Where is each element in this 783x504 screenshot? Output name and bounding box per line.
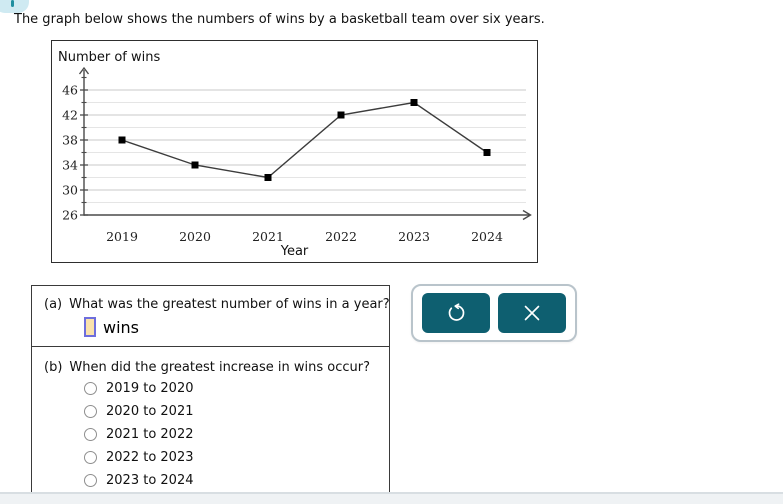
- y-tick-label: 46: [62, 83, 78, 98]
- radio-option-label: 2019 to 2020: [106, 381, 194, 396]
- data-point: [264, 174, 272, 181]
- wins-line-chart: 26 30 34 38 42 46 2019 2020 2021 2022 2023 2024: [62, 66, 532, 244]
- wins-unit-label: wins: [103, 317, 140, 337]
- radio-option-label: 2020 to 2021: [106, 404, 194, 419]
- question-bubble-icon: [0, 0, 29, 13]
- y-tick-label: 30: [62, 183, 78, 198]
- radio-option-label: 2023 to 2024: [106, 473, 194, 488]
- undo-button[interactable]: [422, 293, 490, 333]
- radio-option-row: 2023 to 2024: [84, 469, 381, 492]
- close-button[interactable]: [498, 293, 566, 333]
- chart-title: Number of wins: [58, 50, 161, 65]
- part-b-text: When did the greatest increase in wins o…: [69, 360, 370, 375]
- data-point: [483, 149, 491, 156]
- part-b-label: (b): [44, 360, 63, 375]
- radio-button-2[interactable]: [84, 428, 97, 441]
- x-tick-label: 2019: [106, 229, 138, 244]
- question-b-options: 2019 to 2020 2020 to 2021 2021 to 2022 2022…: [84, 377, 381, 492]
- x-tick-label: 2022: [325, 229, 357, 244]
- radio-button-1[interactable]: [84, 405, 97, 418]
- bubble-mark: [11, 0, 14, 7]
- data-point: [191, 161, 199, 169]
- radio-option-row: 2021 to 2022: [84, 423, 381, 446]
- footer-bar: [0, 492, 783, 504]
- question-card: (a) What was the greatest number of wins…: [31, 285, 390, 492]
- radio-button-4[interactable]: [84, 474, 97, 487]
- part-a-text: What was the greatest number of wins in …: [69, 297, 390, 312]
- question-part-b: (b) When did the greatest increase in wi…: [32, 347, 389, 492]
- data-line: [121, 101, 488, 179]
- y-tick-label: 38: [62, 133, 78, 148]
- answer-toolbar: [411, 284, 577, 342]
- radio-button-0[interactable]: [84, 382, 97, 395]
- radio-option-row: 2022 to 2023: [84, 446, 381, 469]
- y-tick-label: 34: [62, 158, 78, 173]
- wins-answer-input[interactable]: [84, 317, 96, 337]
- radio-option-label: 2021 to 2022: [106, 427, 194, 442]
- x-tick-label: 2024: [471, 229, 503, 244]
- radio-option-row: 2020 to 2021: [84, 400, 381, 423]
- problem-statement: The graph below shows the numbers of win…: [14, 12, 545, 27]
- x-tick-label: 2020: [179, 229, 211, 244]
- radio-button-3[interactable]: [84, 451, 97, 464]
- x-axis-label: Year: [280, 244, 309, 259]
- x-tick-label: 2021: [252, 229, 284, 244]
- data-point: [337, 111, 345, 119]
- radio-option-label: 2022 to 2023: [106, 450, 194, 465]
- wins-chart-panel: Number of wins 26 30 34 38 42 46 2019 2020 2021 2…: [51, 40, 538, 263]
- y-axis-arrow: [78, 66, 90, 75]
- x-axis-arrow: [522, 209, 532, 221]
- radio-option-row: 2019 to 2020: [84, 377, 381, 400]
- data-point: [118, 136, 126, 144]
- part-a-label: (a): [44, 297, 63, 312]
- x-icon: [524, 305, 540, 321]
- y-tick-label: 26: [62, 208, 78, 223]
- data-point: [410, 99, 418, 106]
- question-part-a: (a) What was the greatest number of wins…: [32, 286, 389, 347]
- y-tick-label: 42: [62, 108, 78, 123]
- undo-icon: [448, 303, 465, 321]
- x-tick-label: 2023: [398, 229, 430, 244]
